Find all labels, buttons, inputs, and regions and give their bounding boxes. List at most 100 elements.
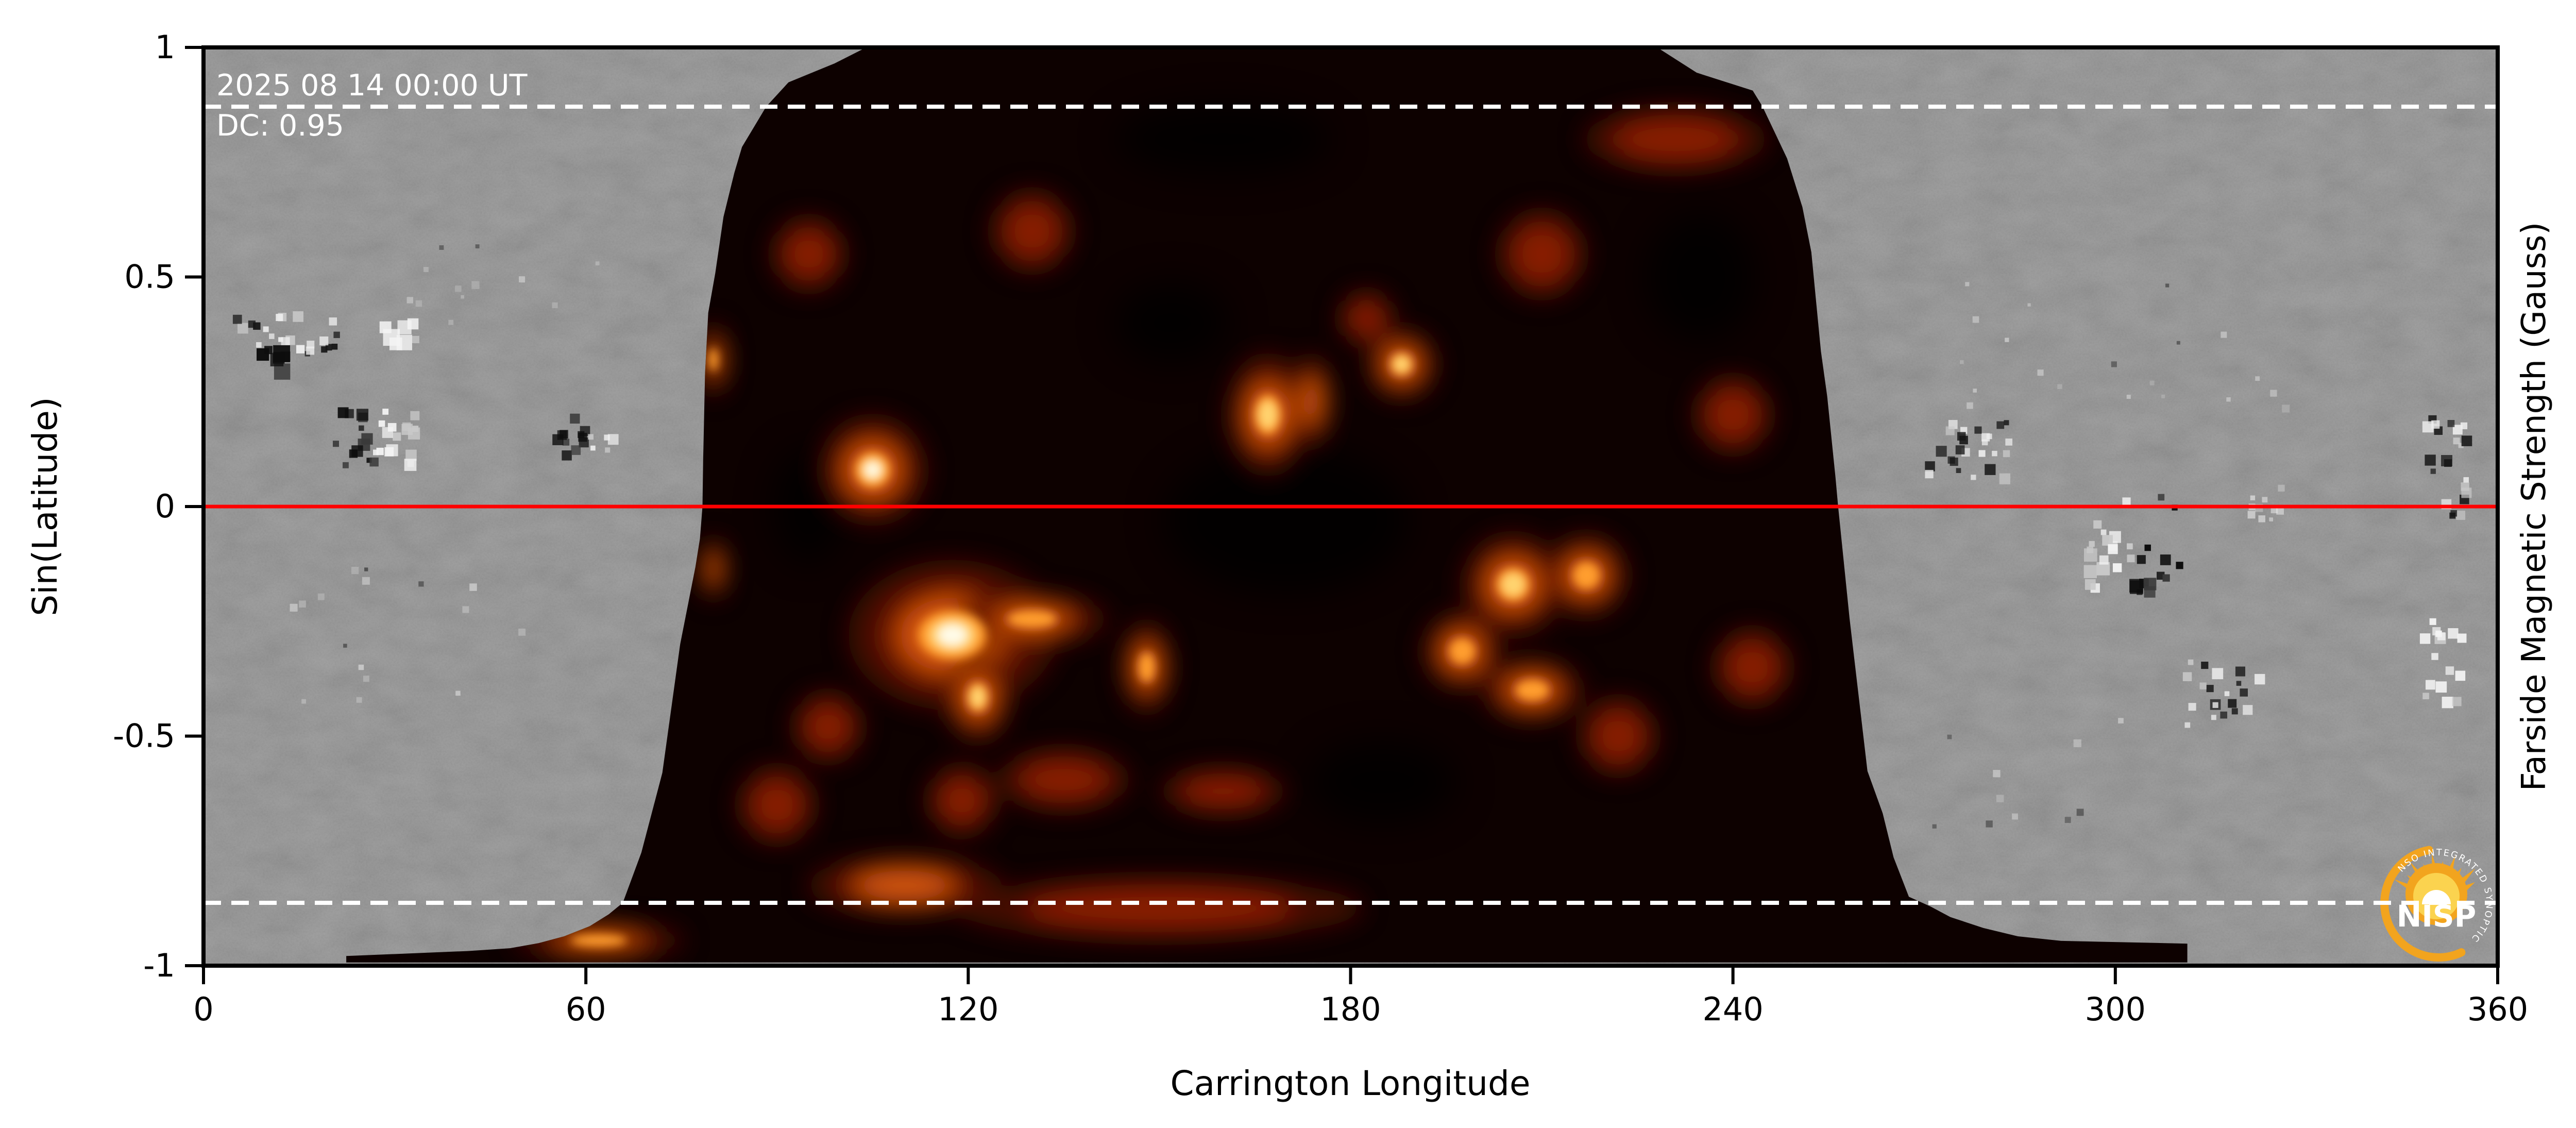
active-region-halo (1182, 776, 1265, 807)
magnetogram-speckle (455, 691, 461, 696)
x-tick-label: 240 (1702, 990, 1763, 1028)
magnetogram-speckle (518, 628, 526, 636)
x-axis-label: Carrington Longitude (1170, 1064, 1530, 1103)
magnetogram-speckle (2262, 497, 2268, 503)
active-region-core (1449, 638, 1475, 664)
active-region-core (708, 348, 718, 372)
magnetogram-speckle (290, 603, 298, 612)
magnetogram-speckle (2429, 618, 2436, 625)
magnetogram-speckle (461, 295, 464, 299)
magnetogram-speckle (253, 322, 261, 330)
active-region-core (1502, 573, 1524, 596)
farside-colorbar: 0100200300400500600700800 Farside Magnet… (2515, 222, 2553, 792)
magnetogram-speckle (369, 457, 379, 467)
magnetogram-speckle (402, 422, 411, 431)
magnetogram-speckle (333, 331, 340, 339)
magnetogram-speckle (281, 337, 290, 346)
magnetogram-speckle (358, 664, 364, 670)
magnetogram-speckle (2108, 544, 2118, 554)
magnetogram-speckle (552, 302, 558, 309)
farside-dark-patch (1115, 103, 1332, 176)
magnetogram-speckle (2236, 681, 2242, 686)
active-region-halo (1707, 389, 1759, 441)
magnetogram-speckle (278, 337, 283, 342)
active-region-halo (938, 777, 985, 824)
magnetogram-speckle (439, 245, 444, 250)
magnetogram-speckle (232, 314, 242, 324)
magnetogram-speckle (2450, 510, 2458, 517)
magnetogram-speckle (1981, 439, 1988, 446)
logo-ring (2380, 846, 2466, 962)
magnetogram-speckle (2027, 303, 2031, 307)
magnetogram-speckle (519, 276, 526, 283)
magnetogram-speckle (2144, 578, 2157, 591)
magnetogram-speckle (2422, 421, 2434, 433)
magnetogram-speckle (1956, 468, 1961, 473)
magnetogram-speckle (343, 462, 349, 468)
active-region-halo (784, 229, 834, 279)
magnetogram-speckle (2444, 459, 2452, 467)
magnetogram-speckle (2437, 632, 2446, 641)
magnetogram-speckle (1945, 426, 1955, 435)
magnetogram-speckle (1992, 450, 1997, 457)
farside-dark-patch (1645, 212, 1757, 342)
magnetogram-speckle (343, 644, 347, 648)
active-region-halo (1592, 710, 1645, 762)
magnetogram-speckle (2282, 405, 2290, 413)
magnetogram-speckle (2269, 517, 2274, 521)
magnetogram-speckle (366, 458, 372, 463)
magnetogram-speckle (607, 434, 619, 445)
magnetogram-speckle (2182, 672, 2192, 681)
magnetogram-speckle (2083, 548, 2097, 562)
magnetogram-speckle (237, 323, 248, 334)
active-region-core (1139, 652, 1155, 682)
magnetogram-speckle (410, 411, 420, 420)
active-region-core (1394, 356, 1410, 372)
farside-dark-patch (1308, 740, 1457, 824)
magnetogram-speckle (2422, 693, 2429, 699)
magnetogram-speckle (2127, 554, 2135, 563)
magnetogram-speckle (2111, 361, 2117, 367)
magnetogram-speckle (2083, 565, 2097, 578)
magnetogram-speckle (2258, 515, 2265, 523)
magnetogram-speckle (2455, 670, 2466, 681)
magnetogram-speckle (2228, 699, 2237, 708)
active-region-core (938, 625, 967, 646)
y-axis-label: Sin(Latitude) (25, 397, 65, 616)
magnetogram-speckle (1973, 389, 1977, 393)
magnetogram-speckle (604, 434, 610, 441)
magnetogram-speckle (2456, 511, 2466, 520)
duty-cycle-annotation: DC: 0.95 (216, 109, 344, 143)
magnetogram-speckle (605, 447, 611, 453)
x-tick-label: 0 (193, 990, 213, 1028)
magnetogram-speckle (404, 459, 417, 471)
magnetogram-speckle (2102, 535, 2113, 546)
magnetogram-speckle (1996, 795, 2004, 802)
active-region-halo (1348, 300, 1385, 336)
magnetogram-speckle (2458, 443, 2464, 448)
active-region-halo (707, 553, 720, 584)
magnetogram-speckle (2445, 666, 2454, 675)
magnetogram-speckle (462, 606, 469, 613)
magnetogram-speckle (2453, 437, 2460, 445)
magnetogram-speckle (2112, 563, 2122, 573)
x-tick-label: 360 (2467, 990, 2528, 1028)
magnetogram-speckle (393, 432, 401, 441)
magnetogram-speckle (2250, 495, 2256, 500)
magnetogram-speckle (363, 676, 369, 682)
magnetogram-speckle (1925, 469, 1934, 479)
frontside-active-region-speckles (232, 244, 2472, 829)
magnetogram-speckle (407, 318, 419, 330)
magnetogram-speckle (386, 444, 398, 457)
magnetogram-speckle (2005, 438, 2013, 446)
active-region-halo (1513, 225, 1571, 283)
y-tick-label: -0.5 (113, 717, 175, 755)
magnetogram-speckle (306, 346, 315, 355)
magnetogram-speckle (2012, 813, 2018, 820)
magnetogram-speckle (1955, 445, 1965, 454)
active-region-core (1259, 401, 1277, 429)
magnetogram-speckle (406, 297, 413, 304)
magnetogram-speckle (1965, 282, 1970, 287)
magnetogram-speckle (321, 346, 328, 353)
magnetogram-speckle (337, 407, 349, 418)
